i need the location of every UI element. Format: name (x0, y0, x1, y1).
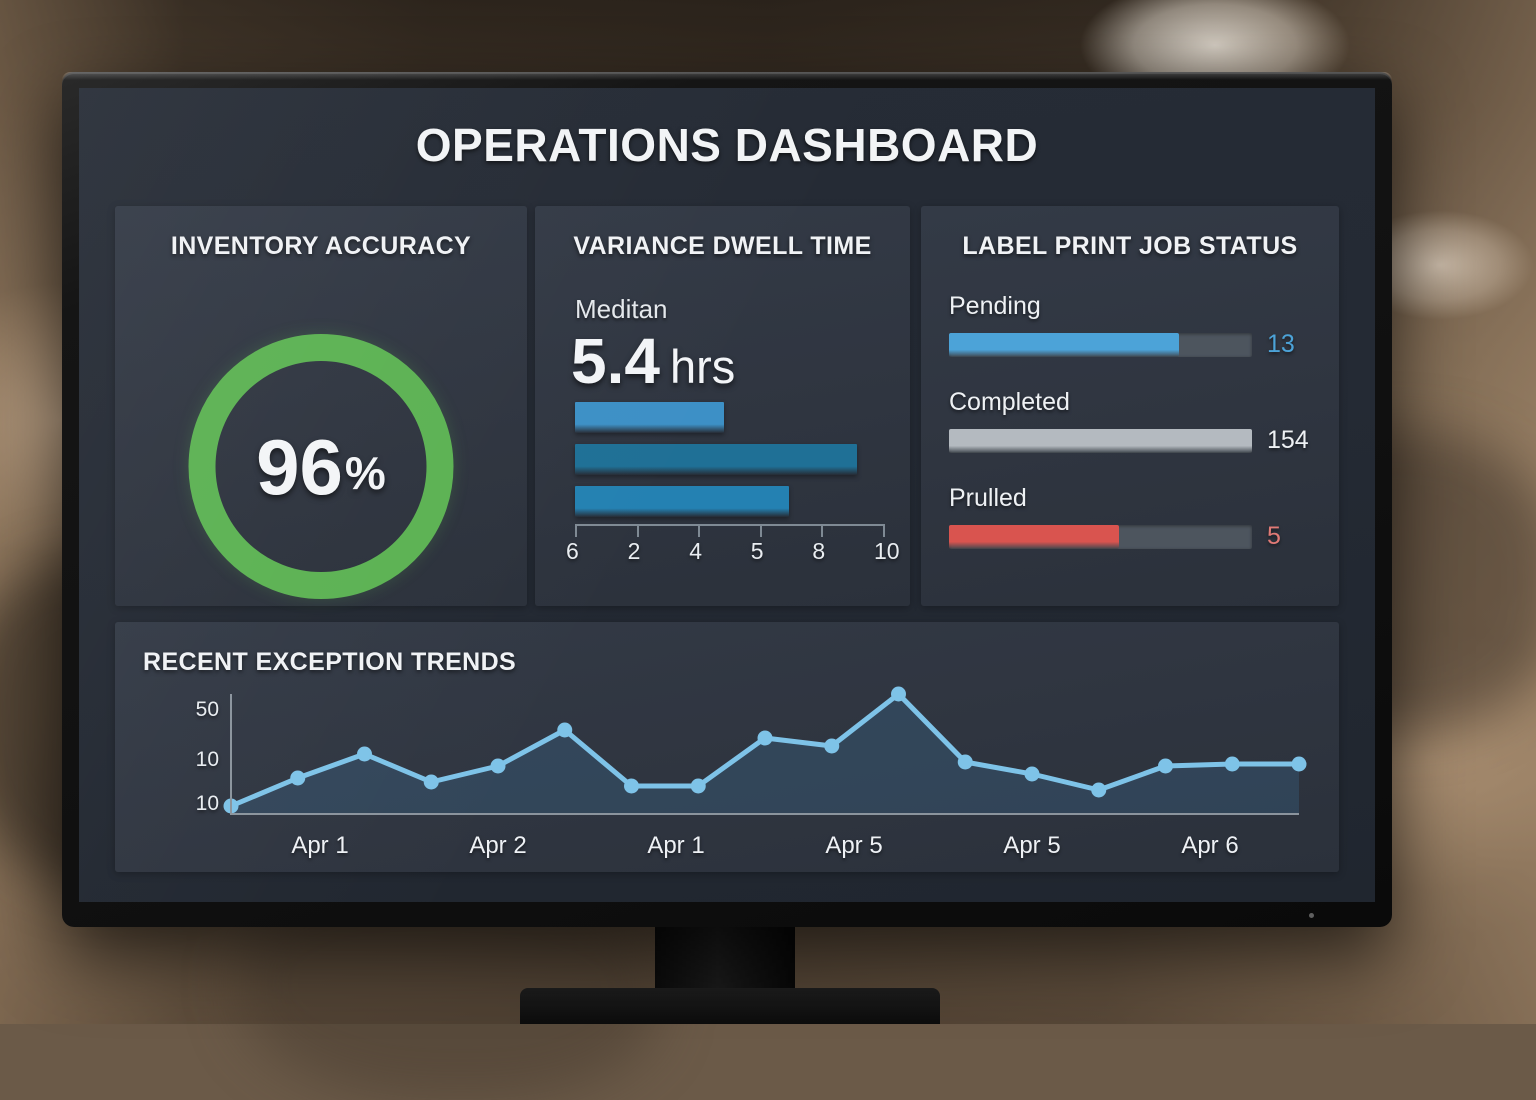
job-status-progress-fill (949, 332, 1180, 357)
trend-data-point (1024, 766, 1040, 782)
trend-axes (230, 694, 1299, 815)
panel-inventory-accuracy: INVENTORY ACCURACY 96 % (115, 206, 527, 606)
trend-data-point (357, 746, 372, 762)
trend-y-tick-label: 50 (195, 698, 219, 721)
trend-x-tick-label: Apr 5 (825, 832, 883, 859)
job-status-progress-track (949, 428, 1252, 453)
variance-bar (575, 486, 789, 517)
variance-axis-line (575, 524, 885, 538)
monitor: OPERATIONS DASHBOARD INVENTORY ACCURACY … (62, 72, 1392, 927)
label-print-job-status-title: LABEL PRINT JOB STATUS (962, 232, 1298, 260)
inventory-accuracy-donut: 96 % (188, 334, 454, 599)
variance-subtitle: Meditan (575, 294, 668, 324)
variance-axis-tick (698, 526, 701, 537)
variance-axis-tick (759, 526, 762, 537)
trend-data-point (423, 774, 439, 790)
variance-axis-labels: 6 2 4 5 8 10 (565, 538, 900, 568)
job-status-row: Completed 154 (949, 388, 1313, 455)
trend-y-tick-label: 10 (195, 748, 219, 771)
trend-data-point (490, 758, 506, 774)
screen: OPERATIONS DASHBOARD INVENTORY ACCURACY … (79, 88, 1375, 902)
monitor-stand-neck (655, 927, 795, 999)
donut-value-group: 96 % (189, 334, 454, 599)
trend-data-point (1091, 782, 1107, 798)
job-status-row: Prulled 5 (949, 484, 1313, 551)
trend-data-point (957, 754, 973, 770)
job-status-row: Pending 13 (949, 292, 1313, 359)
variance-axis-tick (883, 526, 885, 537)
job-status-label: Prulled (949, 484, 1027, 512)
job-status-value: 13 (1267, 330, 1295, 358)
variance-unit: hrs (669, 340, 736, 393)
trend-x-tick-label: Apr 5 (1003, 832, 1061, 859)
trend-area-fill (231, 694, 1299, 814)
trend-data-point (290, 770, 306, 786)
job-status-progress-track (949, 524, 1252, 549)
variance-axis-tick (821, 526, 824, 537)
variance-axis-tick (575, 526, 577, 537)
variance-axis-tick-label: 2 (627, 538, 641, 564)
page-title: OPERATIONS DASHBOARD (415, 119, 1039, 171)
power-led-icon (1309, 913, 1314, 918)
trend-data-point (557, 722, 573, 738)
trend-x-tick-label: Apr 1 (647, 832, 705, 859)
variance-axis-tick-label: 6 (566, 538, 579, 564)
variance-axis-tick-label: 4 (689, 538, 702, 564)
recent-exception-trends-title: RECENT EXCEPTION TRENDS (143, 648, 517, 676)
job-status-progress-track (949, 332, 1252, 357)
job-status-value: 5 (1267, 522, 1281, 550)
trend-data-point (690, 778, 706, 794)
trend-data-point (757, 730, 773, 746)
trend-x-tick-label: Apr 2 (469, 832, 527, 859)
bezel-highlight (62, 72, 1392, 80)
variance-axis-tick (636, 526, 639, 537)
inventory-accuracy-title: INVENTORY ACCURACY (170, 232, 472, 260)
trend-data-point (1158, 758, 1173, 774)
job-status-label: Completed (949, 388, 1070, 416)
variance-axis-tick-label: 8 (812, 538, 826, 564)
trend-data-point (1291, 756, 1307, 772)
variance-axis-tick-label: 5 (750, 538, 764, 564)
trend-x-tick-label: Apr 6 (1181, 832, 1239, 859)
trend-x-tick-label: Apr 1 (291, 832, 349, 859)
panel-label-print-job-status: LABEL PRINT JOB STATUS Pending 13 Complete… (921, 206, 1339, 606)
variance-bar (575, 444, 858, 475)
trend-y-tick-label: 10 (195, 792, 219, 815)
trend-data-point (824, 738, 840, 754)
monitor-stand-base (520, 988, 940, 1024)
panel-variance-dwell-time: VARIANCE DWELL TIME Meditan 5.4 hrs 6 2 4 5 8… (535, 206, 910, 606)
donut-percent-sign: % (344, 446, 386, 499)
job-status-label: Pending (949, 292, 1041, 320)
variance-value: 5.4 (571, 325, 660, 397)
trend-line-svg (223, 686, 1307, 815)
job-status-value: 154 (1267, 426, 1309, 454)
exception-trend-chart: 50 10 10 Apr 1 Apr 2 Apr 1 Apr 5 Apr 5 Apr 6 (115, 684, 1339, 870)
variance-bar (575, 402, 724, 433)
variance-value-group: 5.4 hrs (571, 324, 735, 398)
trend-data-point (1224, 756, 1240, 772)
panel-recent-exception-trends: RECENT EXCEPTION TRENDS 50 10 10 Apr 1 Apr 2… (115, 622, 1339, 872)
variance-dwell-time-title: VARIANCE DWELL TIME (573, 232, 872, 260)
variance-axis-tick-label: 10 (874, 538, 900, 564)
trend-data-point (624, 778, 639, 794)
donut-value: 96 (256, 422, 343, 511)
job-status-progress-fill (949, 524, 1119, 549)
job-status-progress-fill (949, 428, 1252, 453)
trend-data-point (891, 686, 906, 702)
